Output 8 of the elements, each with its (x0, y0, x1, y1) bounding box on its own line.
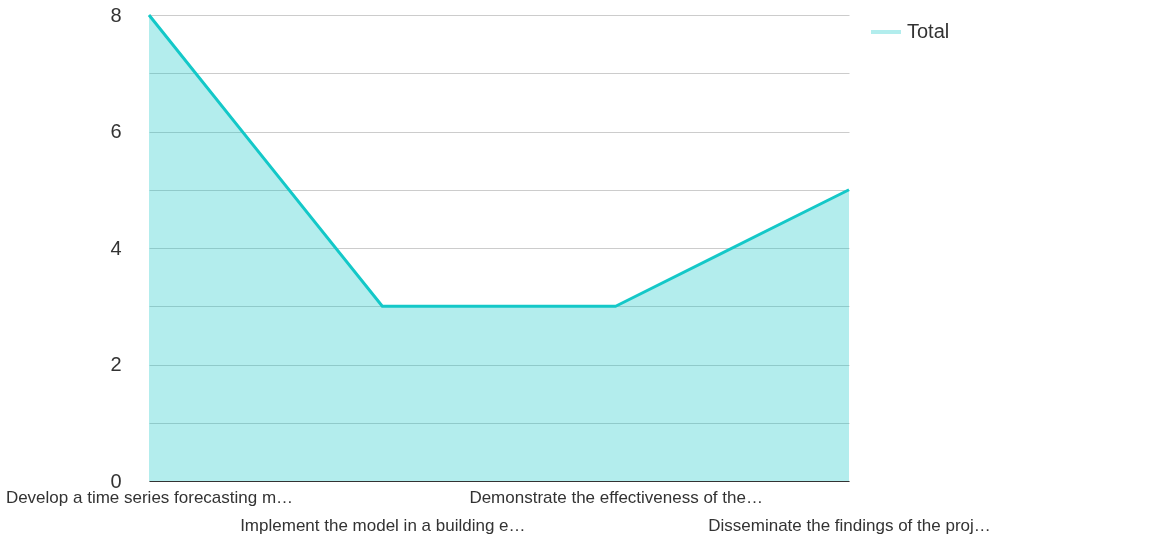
y-tick-label: 4 (110, 236, 122, 259)
x-tick-label: Demonstrate the effectiveness of the… (469, 487, 763, 507)
y-tick-label: 8 (110, 3, 122, 26)
legend-label: Total (907, 20, 950, 42)
y-tick-label: 2 (110, 353, 122, 375)
y-tick-label: 6 (110, 120, 122, 142)
x-tick-label: Implement the model in a building e… (240, 515, 526, 535)
x-tick-label: Disseminate the findings of the proj… (708, 515, 991, 535)
